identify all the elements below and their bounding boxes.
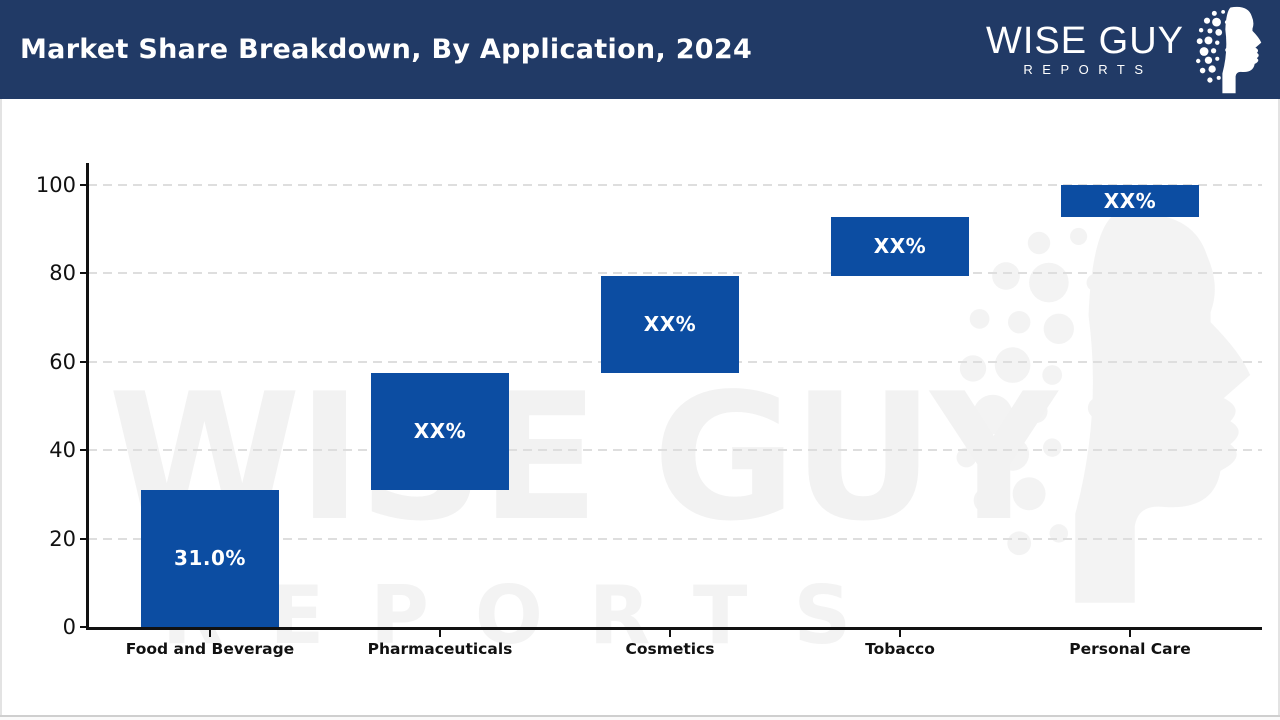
y-tick <box>80 272 88 275</box>
y-axis <box>86 162 89 629</box>
bar-value-label: XX% <box>873 234 927 259</box>
watermark-face-icon <box>956 213 1251 603</box>
x-tick <box>209 629 211 637</box>
header: Market Share Breakdown, By Application, … <box>0 0 1280 99</box>
category-label: Cosmetics <box>625 640 715 658</box>
x-tick <box>1129 629 1131 637</box>
x-tick <box>669 629 671 637</box>
y-tick-label: 60 <box>49 349 76 374</box>
waterfall-bar: XX% <box>1061 185 1199 217</box>
x-axis <box>86 627 1262 630</box>
waterfall-bar: XX% <box>831 216 969 276</box>
category-label: Pharmaceuticals <box>367 640 513 658</box>
wiseguy-logo: WISE GUY REPORTS <box>986 6 1270 94</box>
gridline <box>88 272 1262 275</box>
category-label: Personal Care <box>1069 640 1191 658</box>
x-tick <box>899 629 901 637</box>
bar-value-label: XX% <box>413 419 467 444</box>
wiseguy-face-icon <box>1196 6 1262 93</box>
waterfall-bar: 31.0% <box>141 489 279 627</box>
x-tick <box>439 629 441 637</box>
y-tick <box>80 537 88 540</box>
y-tick-label: 0 <box>62 615 76 639</box>
y-tick-label: 40 <box>49 438 76 463</box>
logo-subtext: REPORTS <box>1023 62 1153 77</box>
y-tick-label: 20 <box>49 526 76 551</box>
waterfall-bar: XX% <box>371 372 509 490</box>
gridline <box>88 449 1262 452</box>
logo-wordmark: WISE GUY <box>985 20 1184 62</box>
y-tick-label: 100 <box>35 173 76 197</box>
y-tick <box>80 184 88 186</box>
y-tick <box>80 360 88 363</box>
page-title: Market Share Breakdown, By Application, … <box>20 34 753 65</box>
bar-value-label: XX% <box>1103 188 1157 213</box>
bar-value-label: XX% <box>643 312 697 337</box>
y-tick <box>80 626 88 628</box>
gridline <box>88 184 1262 186</box>
bottom-divider <box>0 715 1280 720</box>
bar-value-label: 31.0% <box>174 546 246 571</box>
waterfall-bar: XX% <box>601 275 739 373</box>
category-label: Food and Beverage <box>125 640 295 658</box>
wiseguy-logo-text: WISE GUY REPORTS <box>986 22 1184 77</box>
category-label: Tobacco <box>865 640 935 658</box>
y-tick <box>80 449 88 452</box>
y-tick-label: 80 <box>49 261 76 286</box>
gridline <box>88 537 1262 540</box>
